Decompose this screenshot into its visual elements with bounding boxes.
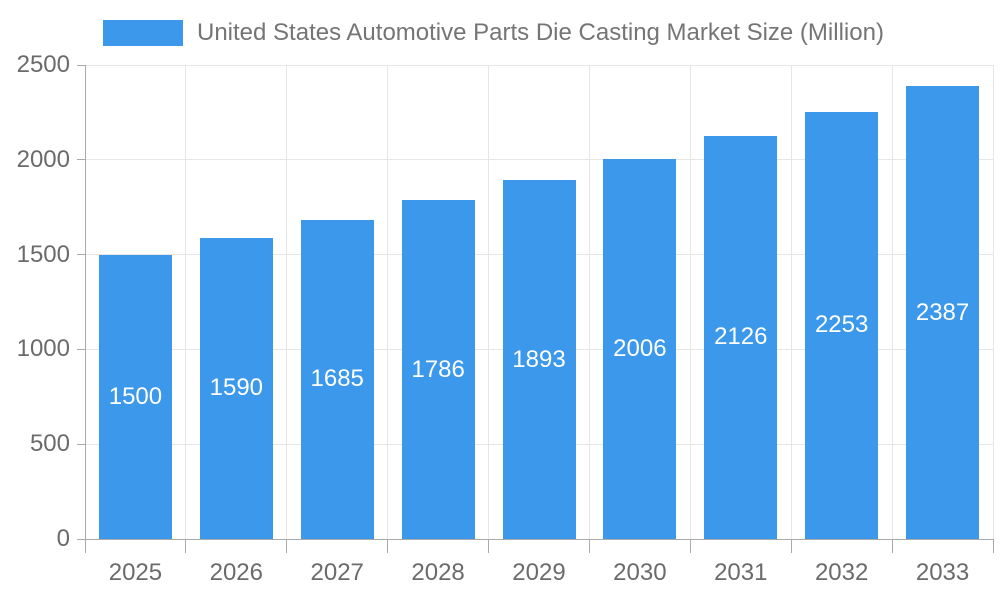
x-axis-tick-label: 2033 xyxy=(915,559,970,586)
bar-2025[interactable]: 1500 xyxy=(98,254,172,539)
bar-value-label: 2387 xyxy=(915,298,970,326)
bar-2028[interactable]: 1786 xyxy=(401,200,475,539)
gridline-horizontal xyxy=(85,64,993,66)
bar-2027[interactable]: 1685 xyxy=(300,219,374,539)
bar-value-label: 1786 xyxy=(411,355,465,383)
x-axis-tick xyxy=(387,539,389,553)
y-axis-line xyxy=(85,65,86,540)
x-axis-tick-label: 2032 xyxy=(814,559,869,586)
gridline-vertical xyxy=(891,65,893,539)
y-axis-tick xyxy=(77,159,85,161)
x-axis-tick-label: 2028 xyxy=(411,559,465,586)
x-axis-tick-label: 2027 xyxy=(310,559,364,586)
bar-value-label: 2253 xyxy=(814,311,869,339)
gridline-vertical xyxy=(992,65,994,539)
legend-label: United States Automotive Parts Die Casti… xyxy=(197,19,884,46)
x-axis-line xyxy=(77,539,993,540)
gridline-vertical xyxy=(185,65,187,539)
y-axis-tick xyxy=(77,348,85,350)
bar-2029[interactable]: 1893 xyxy=(502,180,576,539)
y-axis-tick xyxy=(77,254,85,256)
bar-value-label: 2006 xyxy=(613,334,667,362)
x-axis-tick-label: 2030 xyxy=(613,559,667,586)
x-axis-tick xyxy=(185,539,187,553)
x-axis-tick-label: 2025 xyxy=(108,559,163,586)
bar-2033[interactable]: 2387 xyxy=(906,86,980,539)
y-axis-tick-label: 1500 xyxy=(16,240,70,268)
x-axis-tick-label: 2026 xyxy=(209,559,263,586)
y-axis-tick-label: 2000 xyxy=(16,145,70,173)
gridline-vertical xyxy=(689,65,691,539)
x-axis-tick xyxy=(286,539,288,553)
x-axis-tick xyxy=(891,539,893,553)
x-axis-tick xyxy=(992,539,994,553)
y-axis-tick-label: 0 xyxy=(56,525,70,552)
bar-2026[interactable]: 1590 xyxy=(199,237,273,539)
bar-value-label: 1685 xyxy=(310,365,364,393)
gridline-vertical xyxy=(387,65,389,539)
x-axis-tick xyxy=(588,539,590,553)
bar-2030[interactable]: 2006 xyxy=(603,158,677,539)
bar-value-label: 2126 xyxy=(714,323,768,351)
x-axis-tick xyxy=(488,539,490,553)
gridline-vertical xyxy=(488,65,490,539)
gridline-vertical xyxy=(588,65,590,539)
y-axis-tick xyxy=(77,64,85,66)
x-axis-tick xyxy=(689,539,691,553)
bar-2031[interactable]: 2126 xyxy=(704,135,778,539)
bar-value-label: 1893 xyxy=(512,345,566,373)
gridline-vertical xyxy=(790,65,792,539)
x-axis-tick xyxy=(790,539,792,553)
gridline-vertical xyxy=(286,65,288,539)
legend-item[interactable]: United States Automotive Parts Die Casti… xyxy=(103,18,884,48)
x-axis-tick-label: 2031 xyxy=(714,559,768,586)
y-axis-tick-label: 2500 xyxy=(16,51,70,78)
bar-value-label: 1590 xyxy=(209,374,264,402)
y-axis-tick-label: 1000 xyxy=(16,335,70,363)
gridline-horizontal xyxy=(85,159,993,161)
y-axis-tick xyxy=(77,443,85,445)
x-axis-tick-label: 2029 xyxy=(512,559,566,586)
bar-2032[interactable]: 2253 xyxy=(805,111,879,539)
x-axis-tick xyxy=(84,539,86,553)
y-axis-tick-label: 500 xyxy=(29,430,70,458)
legend-swatch xyxy=(103,20,183,46)
bar-value-label: 1500 xyxy=(108,382,163,410)
